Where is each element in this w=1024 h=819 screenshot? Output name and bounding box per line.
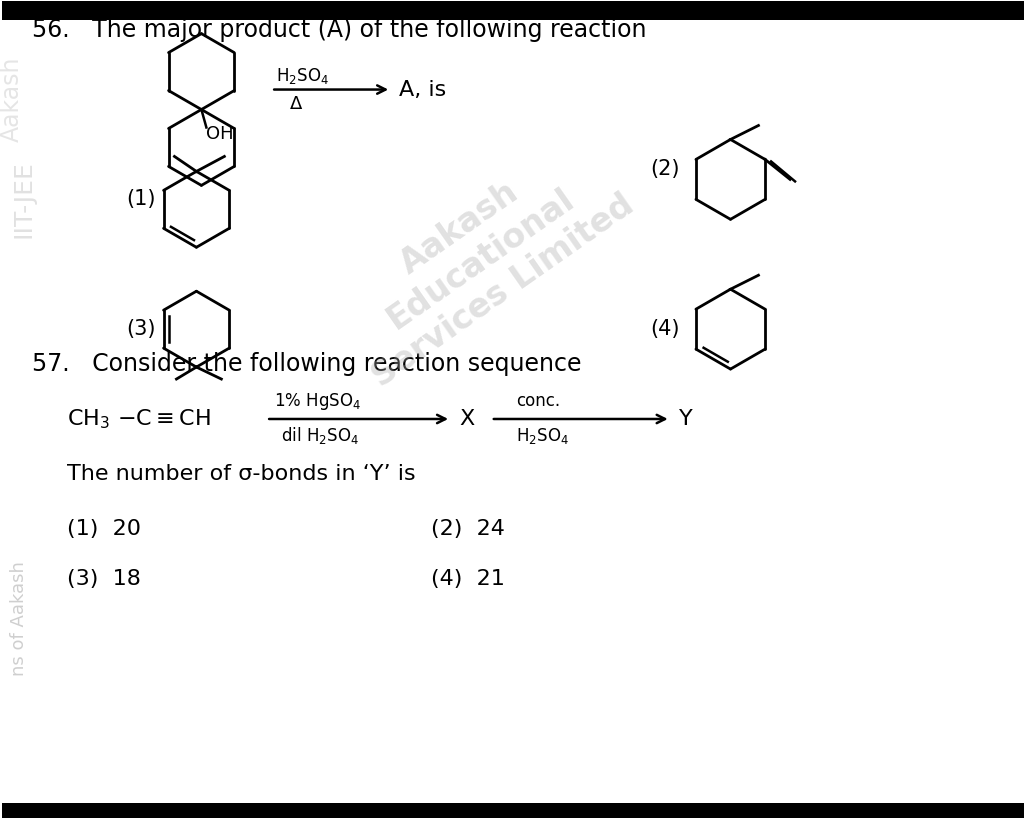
Text: H$_2$SO$_4$: H$_2$SO$_4$: [276, 66, 330, 85]
Text: 1% HgSO$_4$: 1% HgSO$_4$: [274, 391, 361, 411]
Text: (2): (2): [650, 160, 680, 179]
Text: (1): (1): [127, 189, 156, 210]
Text: Aakash
Educational
Services Limited: Aakash Educational Services Limited: [322, 125, 640, 393]
Text: (2)  24: (2) 24: [431, 518, 505, 539]
Text: ns of Aakash: ns of Aakash: [9, 561, 28, 676]
Text: The number of σ-bonds in ‘Y’ is: The number of σ-bonds in ‘Y’ is: [67, 464, 416, 484]
Text: IIT-JEE: IIT-JEE: [11, 161, 36, 238]
Text: dil H$_2$SO$_4$: dil H$_2$SO$_4$: [282, 425, 359, 446]
Bar: [2, 803, 1024, 818]
Text: $-$C$\equiv$CH: $-$C$\equiv$CH: [117, 409, 210, 429]
Text: (1)  20: (1) 20: [67, 518, 140, 539]
Text: (3)  18: (3) 18: [67, 568, 140, 589]
Text: 56.   The major product (A) of the following reaction: 56. The major product (A) of the followi…: [32, 18, 646, 42]
Text: CH$_3$: CH$_3$: [67, 407, 110, 431]
Text: conc.: conc.: [516, 392, 560, 410]
Text: H$_2$SO$_4$: H$_2$SO$_4$: [516, 426, 569, 446]
Text: (4): (4): [650, 319, 680, 339]
Text: $\Delta$: $\Delta$: [289, 94, 303, 112]
Text: Aakash: Aakash: [0, 57, 24, 143]
Text: OH: OH: [207, 125, 234, 143]
Bar: [2, 1, 1024, 20]
Text: Y: Y: [679, 409, 692, 429]
Text: (3): (3): [127, 319, 156, 339]
Text: (4)  21: (4) 21: [431, 568, 505, 589]
Text: A, is: A, is: [399, 79, 446, 100]
Text: 57.   Consider the following reaction sequence: 57. Consider the following reaction sequ…: [32, 352, 582, 376]
Text: X: X: [459, 409, 474, 429]
